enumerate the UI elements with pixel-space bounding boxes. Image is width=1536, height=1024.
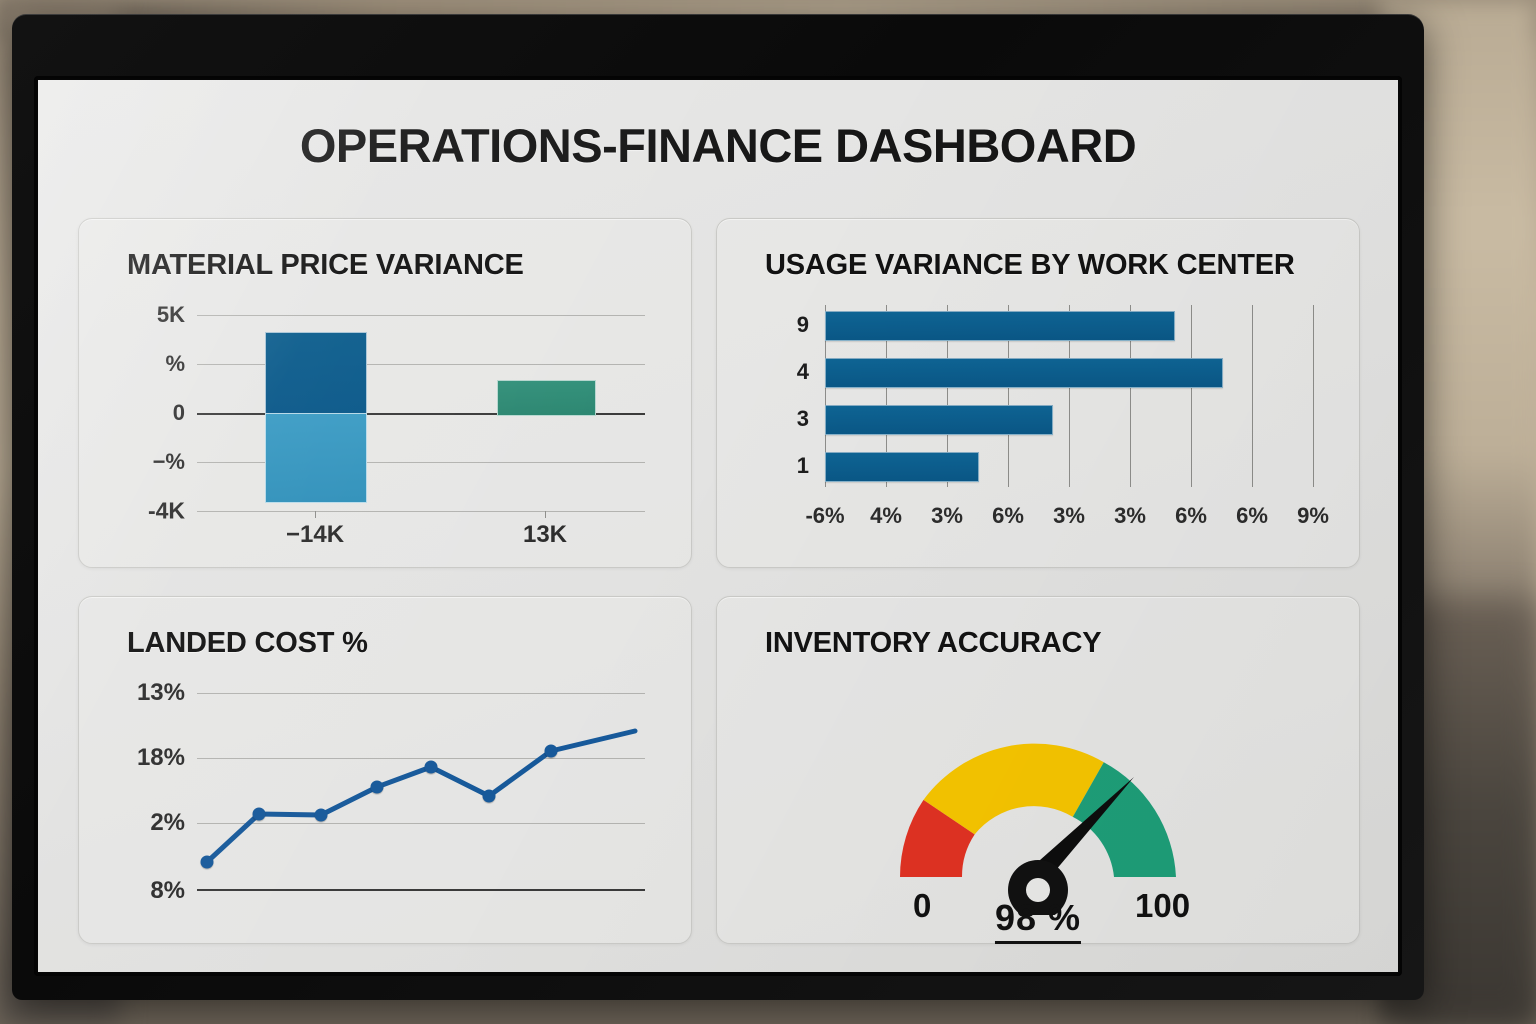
gauge-band-mid: [923, 743, 1104, 835]
y-tick-label: 1: [796, 453, 809, 478]
y-tick-label: 3: [796, 406, 809, 431]
y-tick-label: 5K: [156, 302, 185, 327]
monitor-screen: OPERATIONS-FINANCE DASHBOARD MATERIAL PR…: [38, 80, 1398, 972]
x-tick-label: 13K: [522, 521, 568, 548]
x-tick-label: 3%: [1053, 503, 1085, 528]
hbar-category-4: [825, 358, 1223, 388]
y-tick-label: 2%: [150, 809, 185, 836]
data-point: [252, 807, 266, 821]
y-tick-label: 4: [796, 359, 809, 384]
gridline: [825, 305, 826, 487]
x-tick-label: 6%: [1236, 503, 1268, 528]
gauge-inventory-accuracy: 0 100: [717, 655, 1359, 924]
y-tick-label: −%: [152, 449, 185, 474]
panel-title-usage-variance: USAGE VARIANCE BY WORK CENTER: [765, 249, 1295, 281]
gridline: [1130, 305, 1131, 487]
data-point: [314, 808, 328, 822]
bar-positive-segment: [265, 332, 367, 416]
x-tick-label: 4%: [870, 503, 902, 528]
gridline: [1069, 305, 1070, 487]
gridline: [1313, 305, 1314, 487]
data-point: [200, 855, 214, 869]
panel-usage-variance: USAGE VARIANCE BY WORK CENTER: [716, 218, 1360, 568]
gridline: [1252, 305, 1253, 487]
panel-title-material-price-variance: MATERIAL PRICE VARIANCE: [127, 249, 524, 281]
x-tick-label: -6%: [805, 503, 845, 528]
hbar-category-1: [825, 452, 979, 482]
y-tick-label: 9: [796, 312, 809, 337]
panel-title-landed-cost: LANDED COST %: [127, 627, 368, 659]
panel-title-inventory-accuracy: INVENTORY ACCURACY: [765, 627, 1102, 659]
hbar-category-9: [825, 311, 1175, 341]
gridline: [197, 511, 645, 512]
data-point: [544, 744, 558, 758]
page-title: OPERATIONS-FINANCE DASHBOARD: [299, 119, 1137, 172]
y-tick-label: 13%: [136, 679, 185, 706]
chart-landed-cost: 13% 18% 2% 8%: [137, 679, 645, 904]
y-tick-label: 8%: [150, 877, 185, 904]
data-point: [370, 780, 384, 794]
gauge-min-label: 0: [913, 887, 932, 924]
gauge-band-low: [900, 799, 975, 877]
gauge-hub-center: [1026, 878, 1050, 902]
gauge-needle: [1031, 777, 1134, 883]
gridline: [947, 305, 948, 487]
x-tick-label: 6%: [992, 503, 1024, 528]
gridline: [197, 315, 645, 316]
gridline: [197, 693, 645, 694]
x-tick-label: 6%: [1175, 503, 1207, 528]
panel-inventory-accuracy: INVENTORY ACCURACY: [716, 596, 1360, 944]
hbar-category-3: [825, 405, 1053, 435]
gridline: [1008, 305, 1009, 487]
dashboard: OPERATIONS-FINANCE DASHBOARD MATERIAL PR…: [38, 80, 1398, 972]
axis-line: [197, 889, 645, 891]
chart-material-price-variance: 5K % 0 −% -4K −14K 13K: [148, 302, 645, 548]
landed-cost-line: [204, 728, 638, 865]
gridline: [197, 364, 645, 365]
panel-landed-cost: LANDED COST %: [78, 596, 692, 944]
x-tick-label: 3%: [1114, 503, 1146, 528]
x-tick: [545, 511, 546, 518]
data-point: [482, 789, 496, 803]
gridline: [1191, 305, 1192, 487]
x-tick-label: −14K: [285, 521, 345, 548]
monitor-bezel: OPERATIONS-FINANCE DASHBOARD MATERIAL PR…: [12, 14, 1424, 1000]
zero-line: [197, 413, 645, 415]
x-tick: [315, 511, 316, 518]
panel-material-price-variance: MATERIAL PRICE VARIANCE: [78, 218, 692, 568]
y-tick-label: 0: [172, 400, 185, 425]
gauge-value-label: 98 %: [994, 897, 1082, 944]
x-tick-label: 3%: [931, 503, 963, 528]
chart-usage-variance: 9 4 3 1 -6% 4% 3% 6% 3% 3% 6% 6% 9%: [797, 305, 1329, 528]
bar-second-category: [497, 380, 596, 416]
y-tick-label: %: [165, 351, 185, 376]
x-tick-label: 9%: [1297, 503, 1329, 528]
gauge-band-high: [1072, 762, 1176, 877]
y-tick-label: -4K: [147, 497, 185, 524]
data-point: [424, 760, 438, 774]
gauge-max-label: 100: [1135, 887, 1191, 924]
gridline: [197, 758, 645, 759]
gridline: [886, 305, 887, 487]
gridline: [197, 462, 645, 463]
y-tick-label: 18%: [136, 744, 185, 771]
bar-negative-segment: [265, 413, 367, 503]
gridline: [197, 823, 645, 824]
